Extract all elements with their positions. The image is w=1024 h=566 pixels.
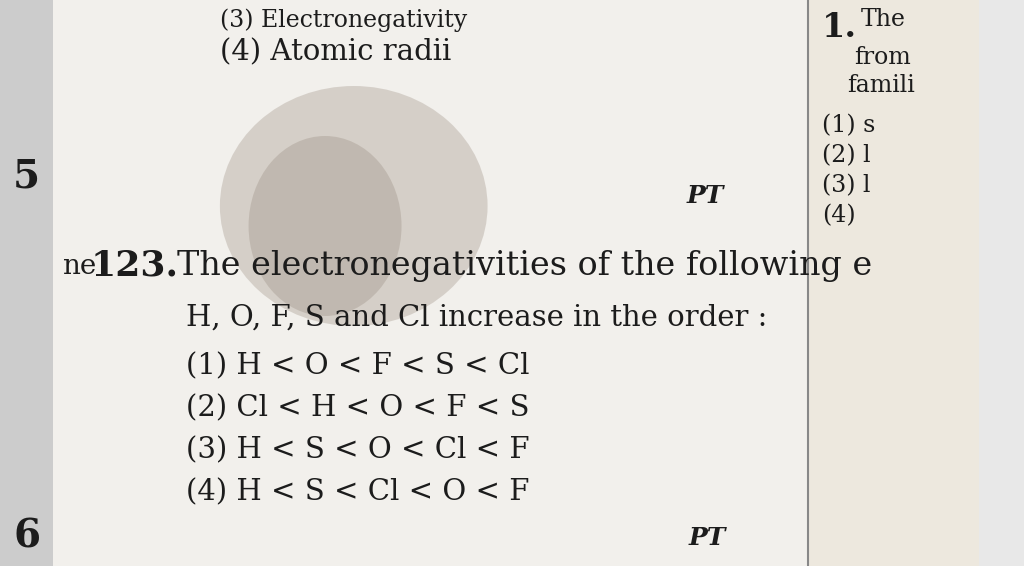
Text: (2) Cl < H < O < F < S: (2) Cl < H < O < F < S: [186, 394, 530, 422]
Text: (1) H < O < F < S < Cl: (1) H < O < F < S < Cl: [186, 352, 530, 380]
Text: (3) l: (3) l: [822, 174, 870, 198]
Text: (4): (4): [822, 204, 856, 228]
Text: PT: PT: [688, 526, 726, 550]
Text: 1.: 1.: [822, 11, 857, 44]
Text: The: The: [860, 8, 905, 31]
Text: (3) H < S < O < Cl < F: (3) H < S < O < Cl < F: [186, 436, 530, 464]
FancyBboxPatch shape: [0, 0, 52, 566]
Text: PT: PT: [686, 184, 724, 208]
Ellipse shape: [220, 86, 487, 326]
Text: (2) l: (2) l: [822, 144, 870, 168]
Text: 5: 5: [13, 157, 40, 195]
Text: ne: ne: [62, 252, 96, 280]
FancyBboxPatch shape: [52, 0, 808, 566]
FancyBboxPatch shape: [808, 0, 979, 566]
Text: H, O, F, S and Cl increase in the order :: H, O, F, S and Cl increase in the order …: [186, 304, 768, 332]
Text: 123.: 123.: [91, 249, 179, 283]
Text: from: from: [854, 46, 910, 69]
Text: (4) Atomic radii: (4) Atomic radii: [220, 38, 452, 66]
Ellipse shape: [249, 136, 401, 316]
Text: The electronegativities of the following e: The electronegativities of the following…: [177, 250, 872, 282]
Text: famili: famili: [847, 74, 914, 97]
Text: (1) s: (1) s: [822, 114, 876, 138]
Text: (3) Electronegativity: (3) Electronegativity: [220, 8, 467, 32]
Text: (4) H < S < Cl < O < F: (4) H < S < Cl < O < F: [186, 478, 530, 506]
Text: 6: 6: [13, 517, 40, 555]
